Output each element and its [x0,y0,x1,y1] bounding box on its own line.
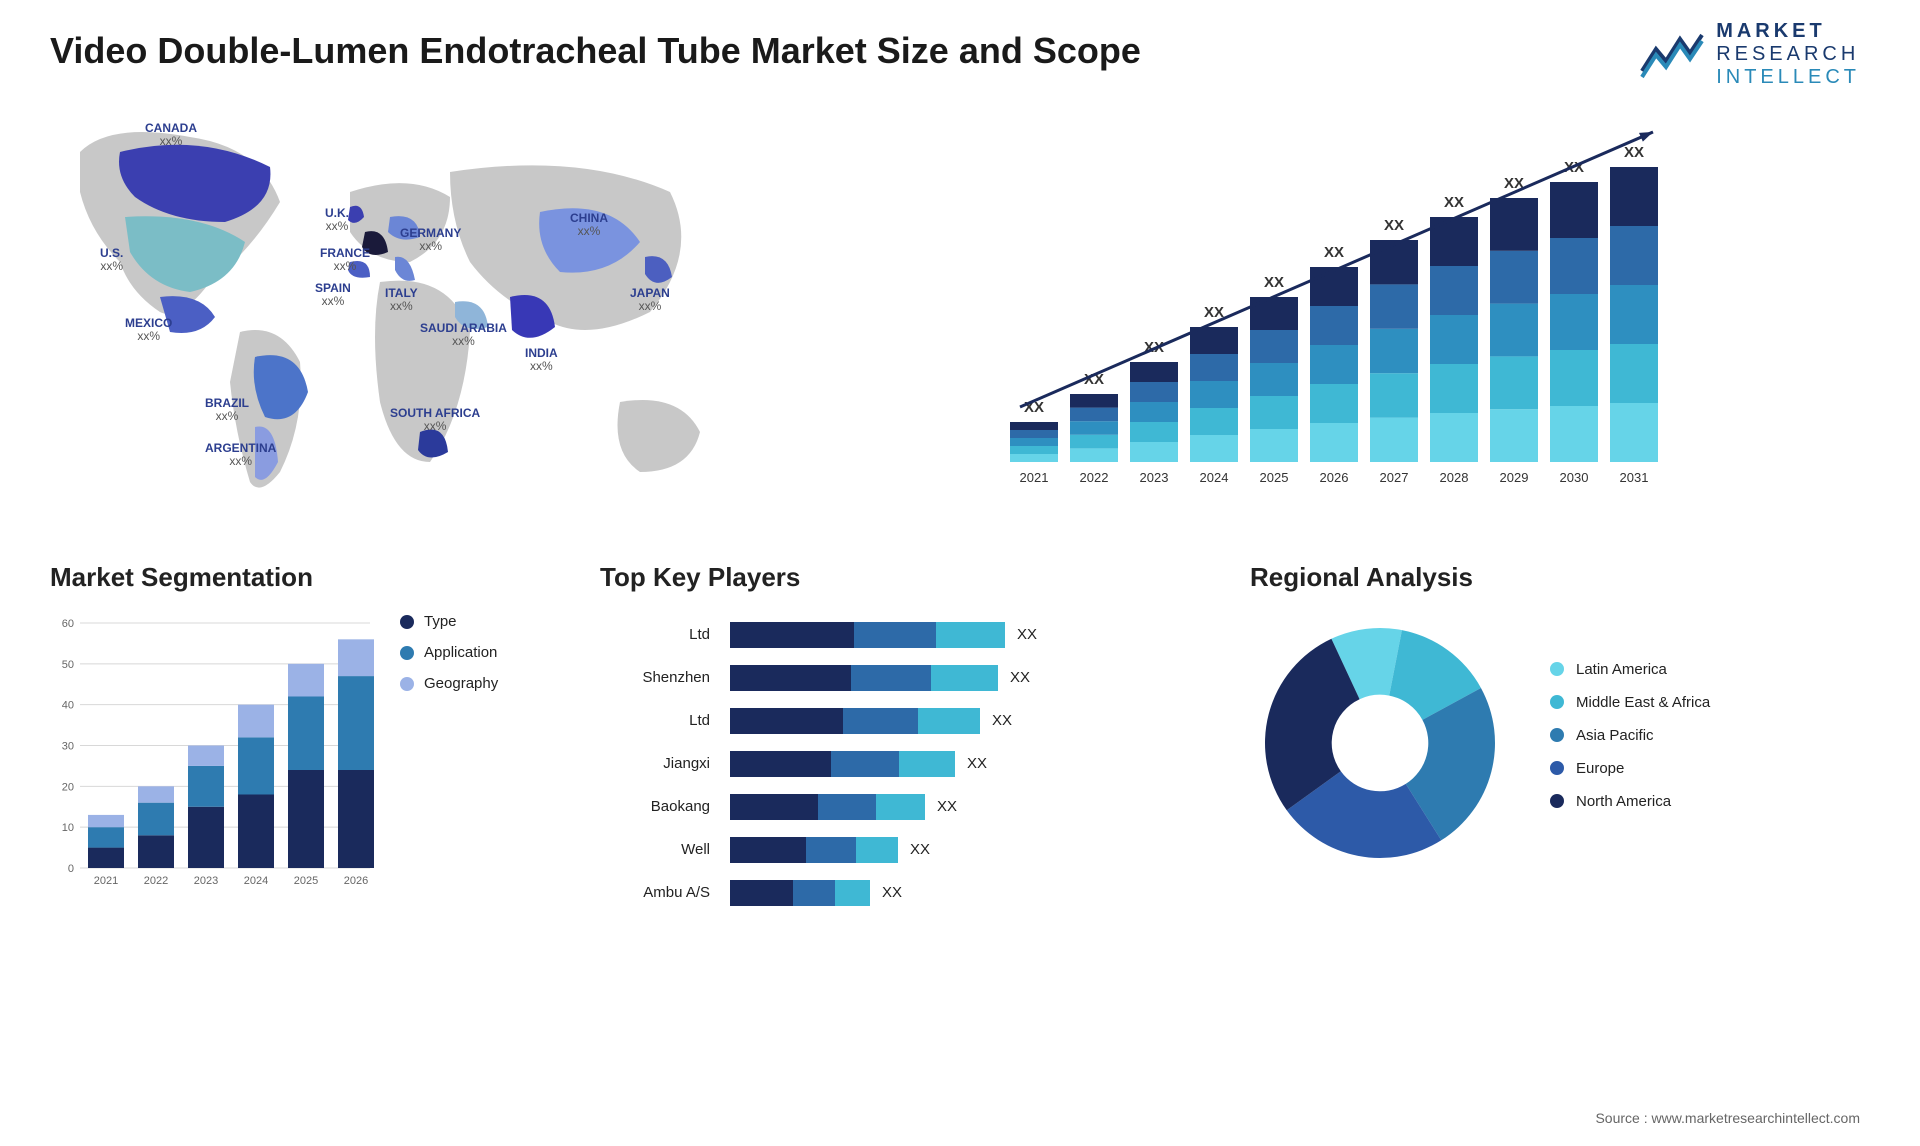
legend-item: Middle East & Africa [1550,694,1710,711]
logo-line-2: RESEARCH [1716,43,1860,66]
players-chart: XX XX XX XX XX XX XX [730,613,1220,914]
player-value: XX [967,755,987,772]
map-label: U.S.xx% [100,247,123,273]
regional-donut [1250,613,1510,873]
player-row: XX [730,613,1220,656]
map-label: SPAINxx% [315,282,351,308]
player-row: XX [730,828,1220,871]
svg-text:2026: 2026 [1320,470,1349,485]
svg-text:XX: XX [1264,274,1284,291]
svg-text:2021: 2021 [1020,470,1049,485]
legend-item: Application [400,644,498,661]
player-label: Shenzhen [600,656,710,699]
player-value: XX [937,798,957,815]
player-row: XX [730,871,1220,914]
svg-text:2025: 2025 [1260,470,1289,485]
map-label: FRANCExx% [320,247,370,273]
map-label: SAUDI ARABIAxx% [420,322,507,348]
regional-title: Regional Analysis [1250,562,1870,593]
legend-item: Type [400,613,498,630]
player-row: XX [730,742,1220,785]
player-label: Ltd [600,699,710,742]
logo-line-1: MARKET [1716,20,1860,43]
brand-logo: MARKET RESEARCH INTELLECT [1640,20,1860,89]
svg-text:20: 20 [62,781,74,793]
player-value: XX [910,841,930,858]
svg-text:50: 50 [62,659,74,671]
logo-icon [1640,27,1704,83]
market-size-chart: 2021XX2022XX2023XX2024XX2025XX2026XX2027… [980,112,1870,512]
players-labels: LtdShenzhenLtdJiangxiBaokangWellAmbu A/S [600,613,710,914]
svg-text:2031: 2031 [1620,470,1649,485]
map-label: ARGENTINAxx% [205,442,276,468]
map-label: SOUTH AFRICAxx% [390,407,480,433]
player-value: XX [1017,626,1037,643]
svg-text:2029: 2029 [1500,470,1529,485]
player-value: XX [992,712,1012,729]
map-label: ITALYxx% [385,287,418,313]
player-label: Jiangxi [600,742,710,785]
legend-item: North America [1550,793,1710,810]
player-label: Ltd [600,613,710,656]
svg-text:2023: 2023 [1140,470,1169,485]
player-label: Well [600,828,710,871]
svg-text:2027: 2027 [1380,470,1409,485]
legend-item: Geography [400,675,498,692]
svg-text:2024: 2024 [244,875,268,887]
regional-legend: Latin America Middle East & Africa Asia Pa… [1550,661,1710,826]
player-value: XX [882,884,902,901]
svg-text:0: 0 [68,863,74,875]
page-title: Video Double-Lumen Endotracheal Tube Mar… [50,30,1870,72]
map-label: BRAZILxx% [205,397,249,423]
svg-text:30: 30 [62,741,74,753]
map-label: GERMANYxx% [400,227,461,253]
svg-text:2028: 2028 [1440,470,1469,485]
svg-text:2026: 2026 [344,875,368,887]
legend-item: Latin America [1550,661,1710,678]
svg-text:2023: 2023 [194,875,218,887]
players-title: Top Key Players [600,562,1220,593]
svg-text:2021: 2021 [94,875,118,887]
map-label: CANADAxx% [145,122,197,148]
player-label: Baokang [600,785,710,828]
source-text: Source : www.marketresearchintellect.com [1595,1110,1860,1126]
legend-item: Europe [1550,760,1710,777]
legend-item: Asia Pacific [1550,727,1710,744]
svg-text:2025: 2025 [294,875,318,887]
svg-text:2024: 2024 [1200,470,1229,485]
player-label: Ambu A/S [600,871,710,914]
segmentation-title: Market Segmentation [50,562,570,593]
svg-text:XX: XX [1324,244,1344,261]
player-row: XX [730,785,1220,828]
svg-text:40: 40 [62,700,74,712]
map-label: MEXICOxx% [125,317,172,343]
player-row: XX [730,656,1220,699]
map-label: JAPANxx% [630,287,670,313]
svg-text:XX: XX [1444,194,1464,211]
svg-text:2030: 2030 [1560,470,1589,485]
svg-text:2022: 2022 [1080,470,1109,485]
logo-line-3: INTELLECT [1716,66,1860,89]
map-label: INDIAxx% [525,347,558,373]
map-label: U.K.xx% [325,207,349,233]
svg-text:2022: 2022 [144,875,168,887]
svg-text:XX: XX [1384,217,1404,234]
player-value: XX [1010,669,1030,686]
map-label: CHINAxx% [570,212,608,238]
player-row: XX [730,699,1220,742]
segmentation-legend: Type Application Geography [400,613,498,893]
svg-text:XX: XX [1624,144,1644,161]
svg-text:10: 10 [62,822,74,834]
world-map: CANADAxx% U.S.xx% MEXICOxx% BRAZILxx% ARGENT… [50,112,940,512]
segmentation-chart: 0 10 20 30 40 50 60 2021 2022 2023 2024 2025 2026 [50,613,380,893]
svg-text:60: 60 [62,618,74,630]
